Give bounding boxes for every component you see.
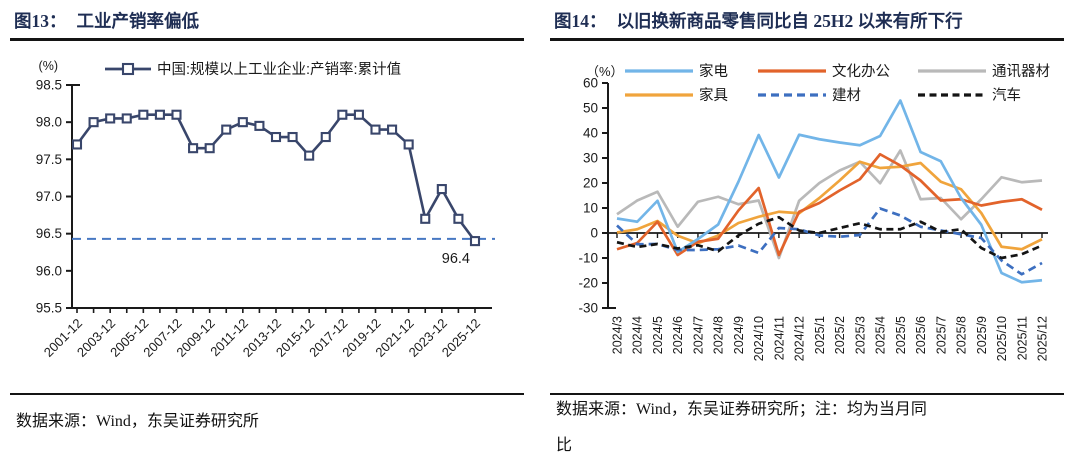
svg-text:2025/5: 2025/5	[894, 316, 908, 354]
source-line: 数据来源：Wind，东吴证券研究所；注：均为当月同	[556, 401, 927, 418]
svg-text:（%）: （%）	[586, 64, 624, 79]
figure-14-chart-area: 60 50 40 30 20 10 0 -10 -20 -30 2024/3 2024/4 2024/5…	[540, 52, 1080, 392]
figure-14-title-text: 以旧换新商品零售同比自 25H2 以来有所下行	[616, 11, 963, 31]
svg-text:2024/11: 2024/11	[772, 316, 786, 360]
source-line: 比	[556, 437, 573, 454]
svg-text:2025/4: 2025/4	[874, 316, 888, 354]
svg-text:-10: -10	[578, 251, 598, 266]
figure-13-title-text: 工业产销率偏低	[76, 11, 200, 31]
svg-text:2024/4: 2024/4	[631, 316, 645, 354]
svg-text:2025/7: 2025/7	[934, 316, 948, 354]
figure-13-title: 图13： 工业产销率偏低	[14, 8, 524, 33]
svg-text:50: 50	[583, 101, 598, 116]
fig13-line-chart: 98.598.097.597.096.596.095.52001-122003-…	[36, 59, 495, 360]
svg-text:96.5: 96.5	[36, 226, 62, 241]
svg-text:2024/12: 2024/12	[793, 316, 807, 361]
source-line: 数据来源：Wind，东吴证券研究所	[16, 413, 259, 430]
svg-text:2024/8: 2024/8	[712, 316, 726, 354]
svg-text:2025/3: 2025/3	[853, 316, 867, 354]
svg-text:中国:规模以上工业企业:产销率:累计值: 中国:规模以上工业企业:产销率:累计值	[157, 60, 401, 78]
svg-text:2025/9: 2025/9	[975, 316, 989, 354]
svg-text:97.5: 97.5	[36, 152, 62, 167]
svg-text:60: 60	[583, 76, 598, 91]
svg-text:2025/11: 2025/11	[1015, 316, 1029, 360]
svg-text:97.0: 97.0	[36, 189, 62, 204]
svg-text:2024/6: 2024/6	[671, 316, 685, 354]
figure-13-panel: 图13： 工业产销率偏低 98.5 98.0 97.5 97.0 96.5 96.0 95.5…	[0, 0, 540, 461]
svg-text:96.0: 96.0	[36, 263, 62, 278]
svg-text:-30: -30	[578, 301, 598, 316]
svg-text:汽车: 汽车	[992, 87, 1021, 104]
svg-text:2024/5: 2024/5	[651, 316, 665, 354]
svg-text:2025/2: 2025/2	[833, 316, 847, 354]
source-divider	[550, 393, 1064, 395]
svg-text:文化办公: 文化办公	[832, 63, 890, 80]
svg-text:98.0: 98.0	[36, 115, 62, 130]
svg-text:2025/10: 2025/10	[995, 316, 1009, 361]
figure-14-title: 图14： 以旧换新商品零售同比自 25H2 以来有所下行	[554, 8, 1064, 33]
svg-text:0: 0	[590, 226, 598, 241]
svg-text:2024/7: 2024/7	[691, 316, 705, 354]
title-divider	[550, 38, 1064, 41]
figure-13-chart-area: 98.5 98.0 97.5 97.0 96.5 96.0 95.5 2001-12 2003-…	[0, 52, 540, 392]
svg-text:2024/10: 2024/10	[752, 316, 766, 361]
svg-text:(%): (%)	[39, 59, 58, 73]
svg-text:通讯器材: 通讯器材	[992, 63, 1050, 80]
svg-text:96.4: 96.4	[442, 251, 470, 267]
svg-text:40: 40	[583, 126, 598, 141]
figure-14-number: 图14：	[554, 11, 607, 31]
fig14-line-chart: 60 50 40 30 20 10 0 -10 -20 -30 2024/3 2024/4 2024/5…	[578, 63, 1050, 361]
svg-text:10: 10	[583, 201, 598, 216]
svg-text:95.5: 95.5	[36, 301, 62, 316]
svg-text:-20: -20	[578, 276, 598, 291]
source-divider	[10, 393, 524, 395]
svg-text:建材: 建材	[832, 87, 861, 104]
svg-text:2025/1: 2025/1	[813, 316, 827, 354]
svg-text:2024/9: 2024/9	[732, 316, 746, 354]
figure-13-number: 图13：	[14, 11, 67, 31]
figure-13-source-note: 数据来源：Wind，东吴证券研究所	[16, 404, 526, 440]
svg-text:20: 20	[583, 176, 598, 191]
title-divider	[10, 38, 524, 41]
svg-text:家电: 家电	[699, 63, 728, 80]
figure-14-panel: 图14： 以旧换新商品零售同比自 25H2 以来有所下行 60 50 40 30 20 10…	[540, 0, 1080, 461]
svg-text:98.5: 98.5	[36, 78, 62, 93]
svg-text:30: 30	[583, 151, 598, 166]
svg-text:2025/12: 2025/12	[1035, 316, 1049, 361]
figure-14-source-note: 数据来源：Wind，东吴证券研究所；注：均为当月同比	[556, 392, 1066, 464]
svg-text:2024/3: 2024/3	[611, 316, 625, 354]
svg-text:家具: 家具	[699, 87, 728, 104]
svg-text:2025/8: 2025/8	[955, 316, 969, 354]
svg-text:2025/6: 2025/6	[914, 316, 928, 354]
